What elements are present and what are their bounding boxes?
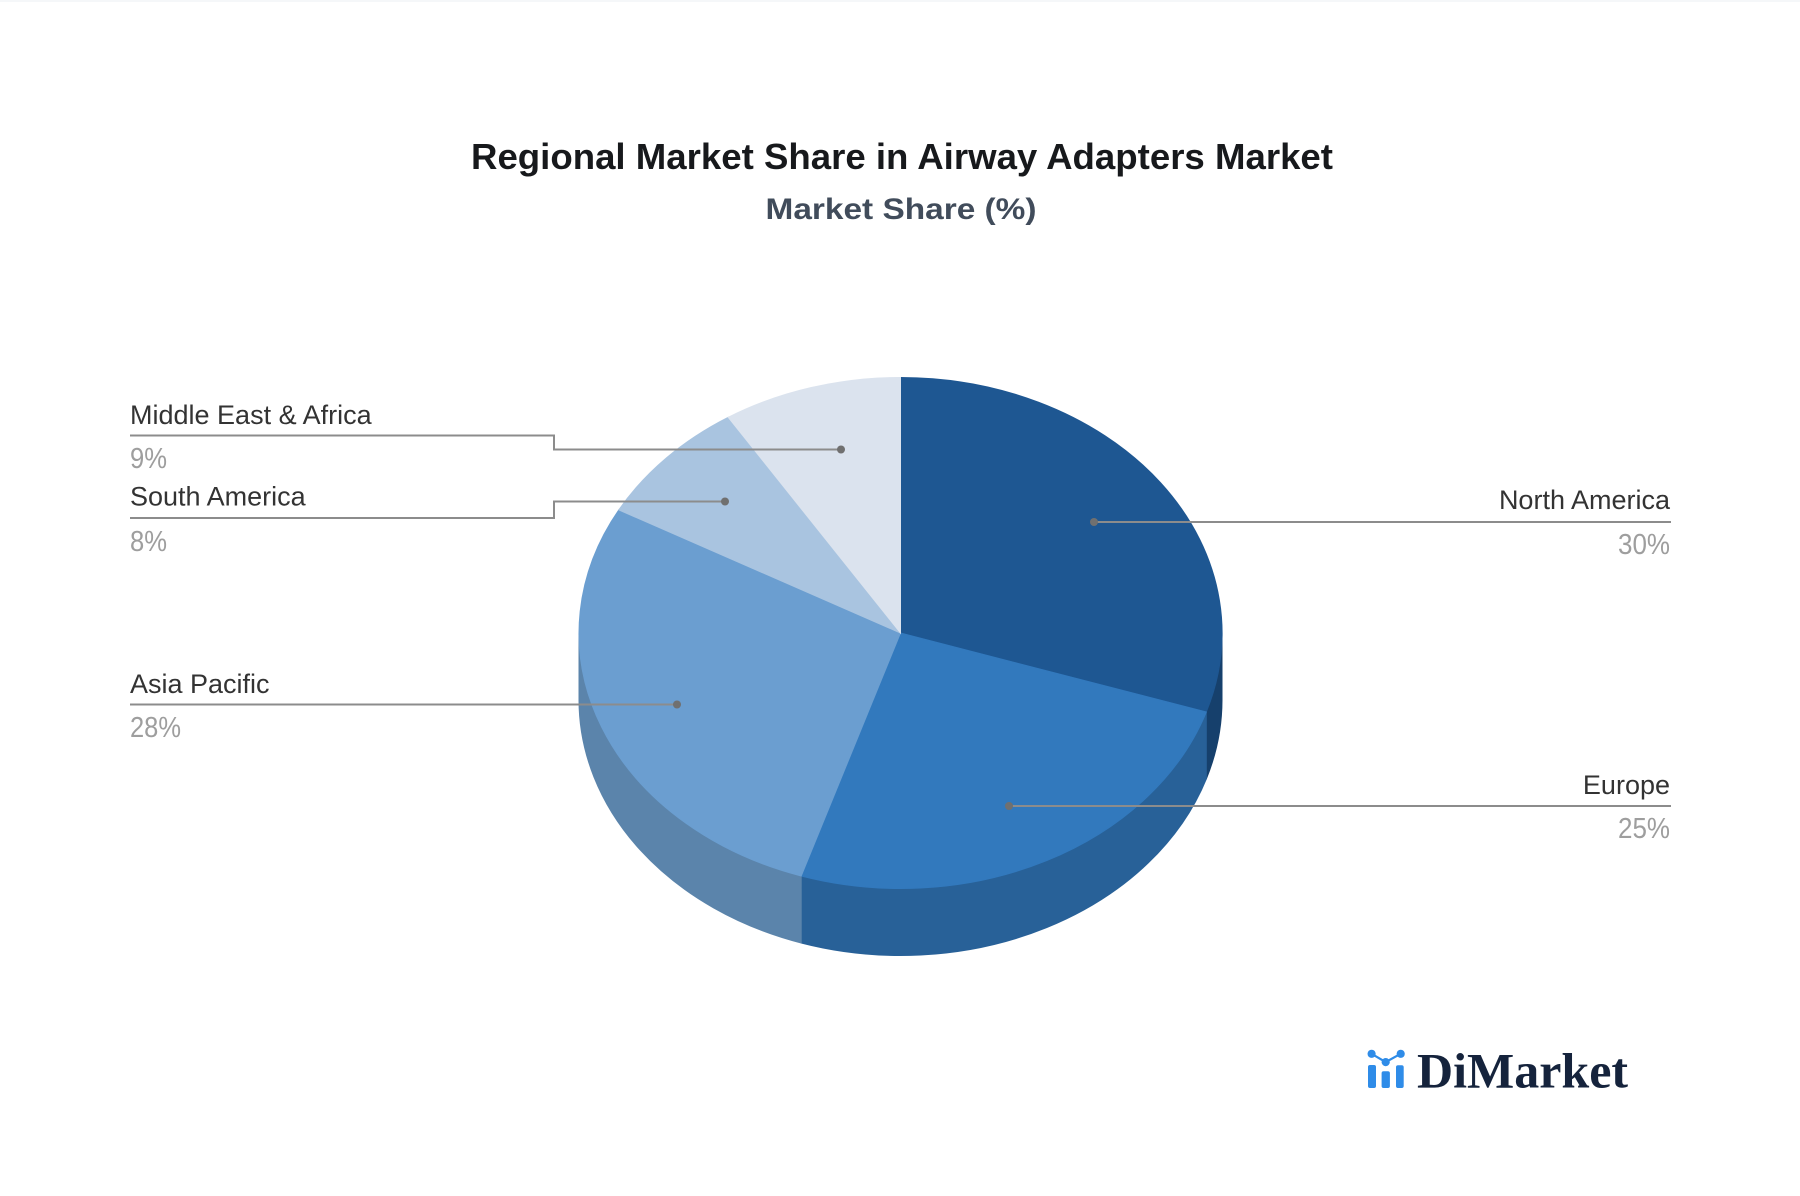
svg-text:25%: 25% xyxy=(1618,813,1670,845)
svg-text:Market Share (%): Market Share (%) xyxy=(766,193,1037,226)
svg-text:Regional Market Share in Airwa: Regional Market Share in Airway Adapters… xyxy=(471,136,1333,177)
svg-text:9%: 9% xyxy=(130,443,167,475)
svg-text:North America: North America xyxy=(1499,485,1671,515)
svg-text:Middle East & Africa: Middle East & Africa xyxy=(130,400,373,430)
svg-text:Asia Pacific: Asia Pacific xyxy=(130,669,270,699)
svg-text:Europe: Europe xyxy=(1583,770,1670,800)
svg-text:DiMarket: DiMarket xyxy=(1417,1043,1628,1099)
svg-text:South America: South America xyxy=(130,482,307,512)
svg-text:28%: 28% xyxy=(130,712,181,744)
svg-text:8%: 8% xyxy=(130,526,167,558)
svg-text:30%: 30% xyxy=(1618,529,1670,561)
